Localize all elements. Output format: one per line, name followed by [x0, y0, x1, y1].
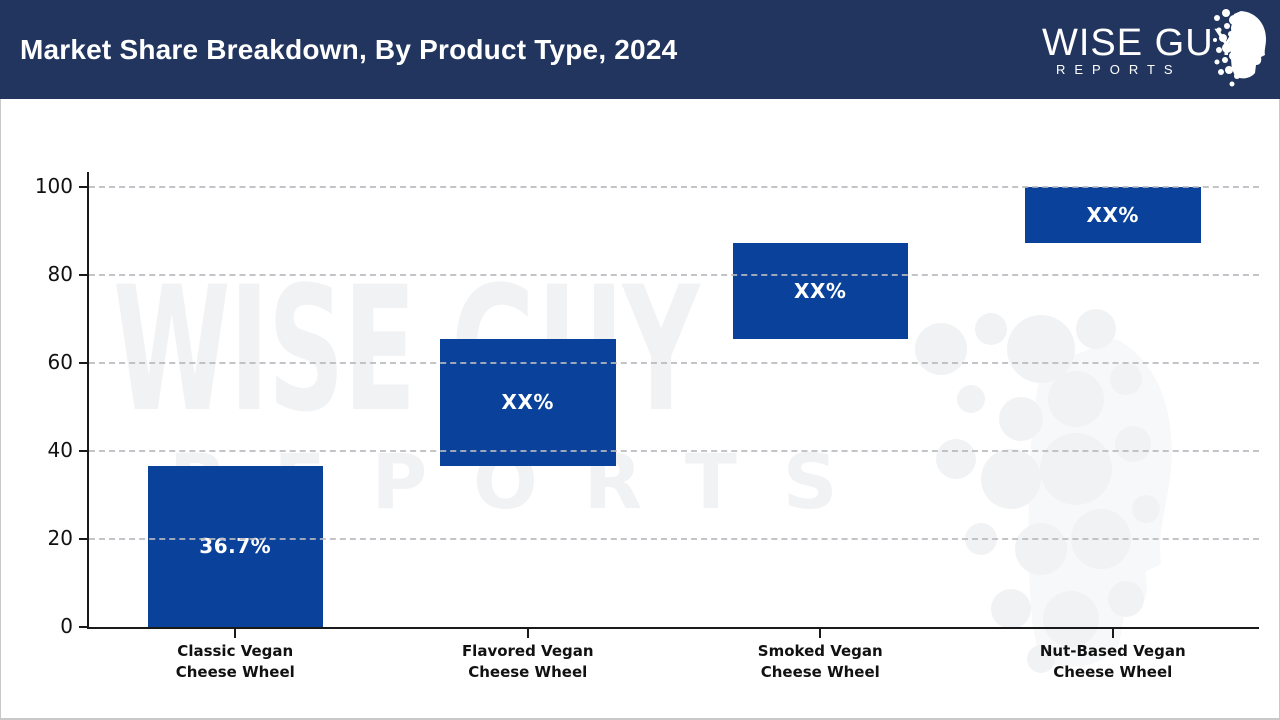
- bar-value-label: XX%: [501, 390, 554, 415]
- category-label: Smoked Vegan Cheese Wheel: [757, 642, 883, 681]
- y-axis-line: [87, 172, 89, 629]
- logo-reports-text: REPORTS: [1056, 62, 1182, 77]
- x-axis-tick: [819, 629, 822, 638]
- x-axis-tick: [234, 629, 237, 638]
- category-label: Flavored Vegan Cheese Wheel: [461, 642, 594, 681]
- y-axis-tick-label: 100: [34, 174, 73, 198]
- y-axis-tick: [79, 626, 88, 628]
- bar: XX%: [440, 339, 616, 466]
- category-label: Nut-Based Vegan Cheese Wheel: [1039, 642, 1186, 681]
- page-title: Market Share Breakdown, By Product Type,…: [20, 33, 678, 65]
- bar-value-label: XX%: [794, 279, 847, 304]
- bar-value-label: XX%: [1086, 203, 1139, 228]
- y-axis-tick: [79, 450, 88, 452]
- logo-wordmark: WISE GUY: [1042, 22, 1241, 64]
- gridline: [89, 274, 1259, 276]
- header-bar: Market Share Breakdown, By Product Type,…: [0, 0, 1280, 99]
- gridline: [89, 362, 1259, 364]
- plot-area: 0 20 40 60 80 100 36.7% Classic Vegan Cheese Wh…: [1, 99, 1279, 718]
- y-axis-tick-label: 20: [47, 526, 73, 550]
- chart-card: WISE GUY REPORTS 0 20 40 60 80 100 36: [0, 99, 1280, 720]
- gridline: [89, 450, 1259, 452]
- category-label: Classic Vegan Cheese Wheel: [175, 642, 295, 681]
- bar: XX%: [732, 243, 908, 340]
- y-axis-tick: [79, 362, 88, 364]
- y-axis-tick: [79, 538, 88, 540]
- bar-value-label: 36.7%: [199, 534, 272, 559]
- x-axis-line: [87, 627, 1259, 629]
- y-axis-tick-label: 60: [47, 350, 73, 374]
- y-axis-tick-label: 80: [47, 262, 73, 286]
- y-axis-tick: [79, 274, 88, 276]
- y-axis-tick-label: 40: [47, 438, 73, 462]
- wiseguy-logo: WISE GUY REPORTS: [1002, 4, 1272, 96]
- y-axis-tick-label: 0: [60, 614, 73, 638]
- y-axis-tick: [79, 186, 88, 188]
- x-axis-tick: [526, 629, 529, 638]
- bar: 36.7%: [147, 465, 323, 627]
- x-axis-tick: [1111, 629, 1114, 638]
- logo-head-icon: [1213, 9, 1266, 87]
- bar: XX%: [1025, 187, 1201, 244]
